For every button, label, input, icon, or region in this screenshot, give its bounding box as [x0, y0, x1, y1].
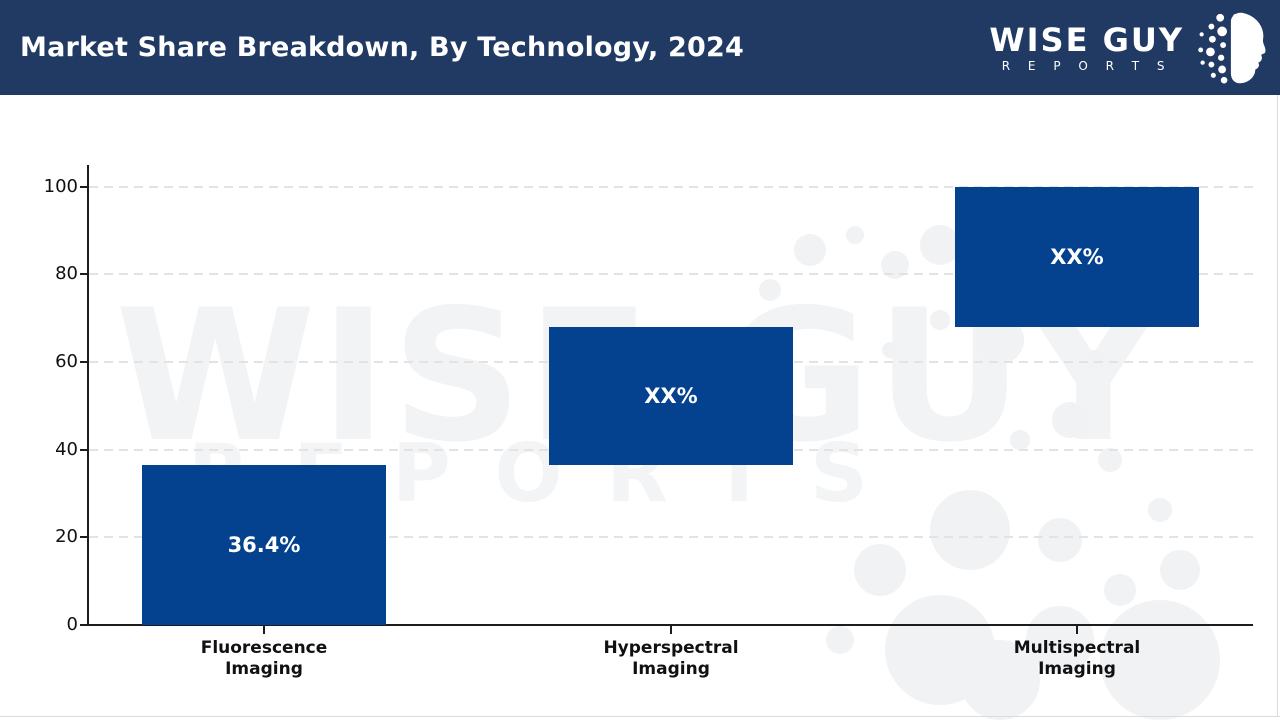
bar-2: XX%	[549, 326, 793, 466]
y-axis-tick-mark	[80, 360, 87, 363]
bar-value-label: 36.4%	[227, 533, 301, 558]
y-axis-tick-label: 0	[66, 614, 78, 635]
y-axis-tick-mark	[80, 448, 87, 451]
gridline-y80	[89, 273, 1253, 276]
x-axis-tick-mark	[1076, 626, 1078, 634]
logo-face-icon	[1198, 12, 1266, 83]
logo-text: WISE GUY R E P O R T S	[989, 23, 1184, 73]
y-axis-tick-label: 100	[43, 175, 78, 197]
y-axis-tick-mark	[80, 624, 87, 626]
watermark-face-dots	[759, 225, 1220, 720]
bar-value-label: XX%	[644, 384, 698, 409]
wise-guy-logo: WISE GUY R E P O R T S	[989, 7, 1266, 89]
header-bar: Market Share Breakdown, By Technology, 2…	[0, 0, 1280, 95]
y-axis-tick-label: 60	[55, 350, 78, 372]
frame-border-right	[1277, 95, 1278, 717]
page-title: Market Share Breakdown, By Technology, 2…	[20, 32, 745, 63]
x-axis-line	[87, 624, 1253, 626]
category-label: Multispectral Imaging	[1013, 638, 1141, 679]
bar-value-label: XX%	[1050, 244, 1104, 269]
bar-1: 36.4%	[142, 465, 386, 625]
y-axis-tick-label: 40	[55, 438, 78, 460]
y-axis-tick-label: 20	[55, 526, 78, 548]
y-axis-tick-mark	[80, 536, 87, 539]
category-label: Fluorescence Imaging	[200, 638, 328, 679]
y-axis-tick-label: 80	[55, 263, 78, 285]
x-axis-tick-mark	[263, 626, 265, 634]
gridline-y20	[89, 536, 1253, 539]
logo-wordmark: WISE GUY	[989, 20, 1184, 59]
category-label: Hyperspectral Imaging	[603, 638, 739, 679]
logo-subtitle: R E P O R T S	[1001, 58, 1172, 73]
gridline-y100	[89, 185, 1253, 188]
y-axis-line	[87, 165, 89, 625]
bar-3: XX%	[955, 186, 1199, 327]
y-axis-tick-mark	[80, 185, 87, 188]
y-axis-tick-mark	[80, 273, 87, 276]
frame-border-bottom	[0, 716, 1280, 717]
x-axis-tick-mark	[670, 626, 672, 634]
